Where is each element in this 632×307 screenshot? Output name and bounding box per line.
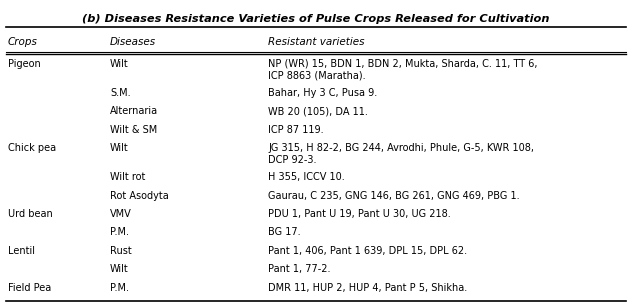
Text: Lentil: Lentil: [8, 246, 35, 256]
Text: Crops: Crops: [8, 37, 38, 47]
Text: VMV: VMV: [110, 209, 131, 219]
Text: Pant 1, 77-2.: Pant 1, 77-2.: [268, 264, 331, 274]
Text: Rot Asodyta: Rot Asodyta: [110, 191, 169, 200]
Text: Pigeon: Pigeon: [8, 59, 40, 69]
Text: Rust: Rust: [110, 246, 131, 256]
Text: WB 20 (105), DA 11.: WB 20 (105), DA 11.: [268, 106, 368, 116]
Text: Gaurau, C 235, GNG 146, BG 261, GNG 469, PBG 1.: Gaurau, C 235, GNG 146, BG 261, GNG 469,…: [268, 191, 520, 200]
Text: Wilt: Wilt: [110, 264, 129, 274]
Text: JG 315, H 82-2, BG 244, Avrodhi, Phule, G-5, KWR 108,
DCP 92-3.: JG 315, H 82-2, BG 244, Avrodhi, Phule, …: [268, 143, 534, 165]
Text: Wilt: Wilt: [110, 59, 129, 69]
Text: BG 17.: BG 17.: [268, 227, 301, 237]
Text: Wilt rot: Wilt rot: [110, 172, 145, 182]
Text: NP (WR) 15, BDN 1, BDN 2, Mukta, Sharda, C. 11, TT 6,
ICP 8863 (Maratha).: NP (WR) 15, BDN 1, BDN 2, Mukta, Sharda,…: [268, 59, 537, 81]
Text: Field Pea: Field Pea: [8, 282, 51, 293]
Text: PDU 1, Pant U 19, Pant U 30, UG 218.: PDU 1, Pant U 19, Pant U 30, UG 218.: [268, 209, 451, 219]
Text: DMR 11, HUP 2, HUP 4, Pant P 5, Shikha.: DMR 11, HUP 2, HUP 4, Pant P 5, Shikha.: [268, 282, 467, 293]
Text: Pant 1, 406, Pant 1 639, DPL 15, DPL 62.: Pant 1, 406, Pant 1 639, DPL 15, DPL 62.: [268, 246, 467, 256]
Text: P.M.: P.M.: [110, 227, 129, 237]
Text: Wilt: Wilt: [110, 143, 129, 153]
Text: (b) Diseases Resistance Varieties of Pulse Crops Released for Cultivation: (b) Diseases Resistance Varieties of Pul…: [82, 14, 550, 24]
Text: Urd bean: Urd bean: [8, 209, 52, 219]
Text: Diseases: Diseases: [110, 37, 156, 47]
Text: S.M.: S.M.: [110, 88, 131, 98]
Text: Resistant varieties: Resistant varieties: [268, 37, 365, 47]
Text: Bahar, Hy 3 C, Pusa 9.: Bahar, Hy 3 C, Pusa 9.: [268, 88, 377, 98]
Text: Chick pea: Chick pea: [8, 143, 56, 153]
Text: ICP 87 119.: ICP 87 119.: [268, 125, 324, 135]
Text: Wilt & SM: Wilt & SM: [110, 125, 157, 135]
Text: H 355, ICCV 10.: H 355, ICCV 10.: [268, 172, 344, 182]
Text: P.M.: P.M.: [110, 282, 129, 293]
Text: Alternaria: Alternaria: [110, 106, 158, 116]
